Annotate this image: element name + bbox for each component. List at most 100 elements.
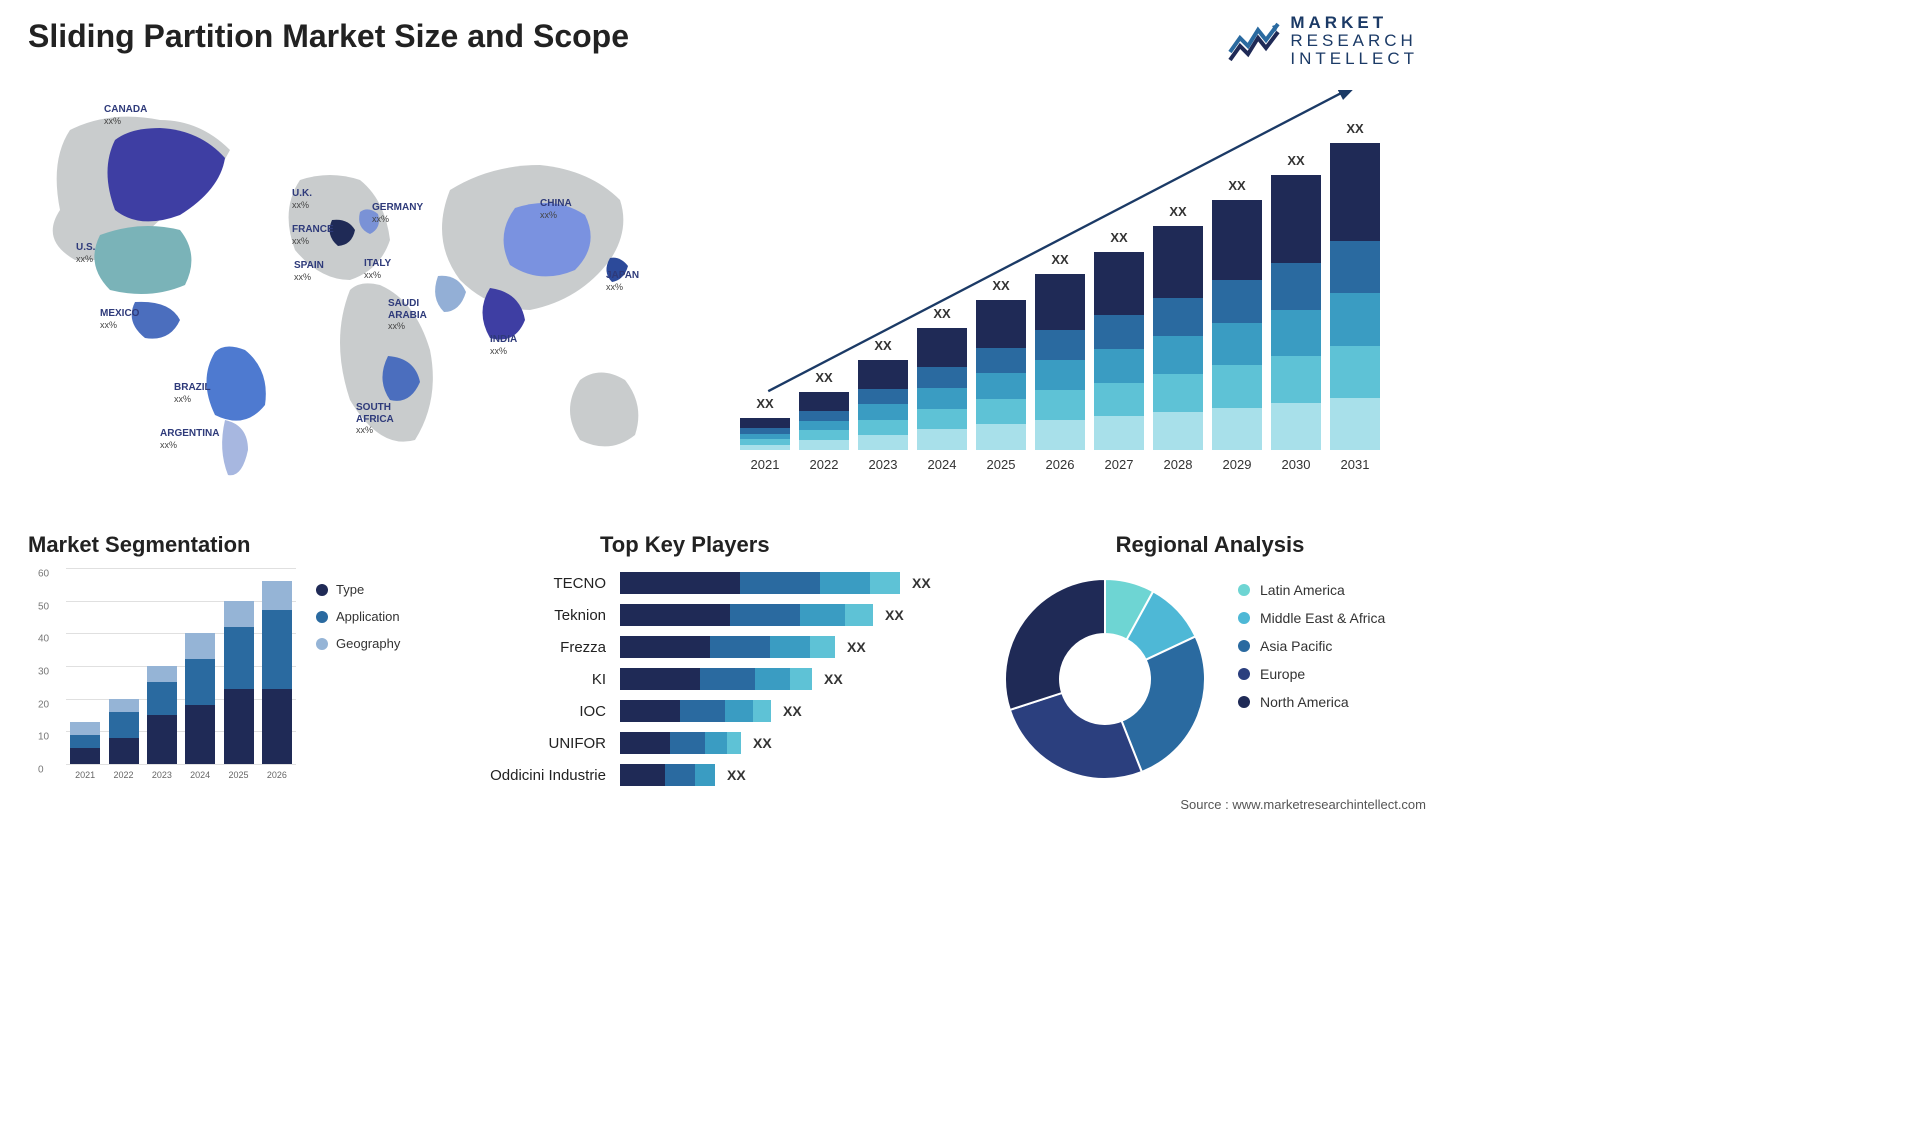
regional-legend-item: North America xyxy=(1238,694,1385,710)
seg-bar-2021 xyxy=(70,722,100,764)
regional-legend: Latin America Middle East & Africa Asia Pa… xyxy=(1238,582,1385,722)
player-name: UNIFOR xyxy=(470,735,620,752)
player-bar xyxy=(620,700,771,722)
player-bar xyxy=(620,572,900,594)
growth-bar-label: XX xyxy=(799,370,849,385)
logo-line2: RESEARCH xyxy=(1290,32,1418,50)
segmentation-title: Market Segmentation xyxy=(28,532,428,558)
seg-xcat: 2023 xyxy=(152,770,172,780)
growth-bar-2025: XX xyxy=(976,300,1026,450)
growth-bar-2021: XX xyxy=(740,418,790,450)
growth-bar-label: XX xyxy=(1212,178,1262,193)
player-name: TECNO xyxy=(470,575,620,592)
growth-bar-label: XX xyxy=(976,278,1026,293)
map-label-spain: SPAINxx% xyxy=(294,260,324,282)
regional-legend-item: Latin America xyxy=(1238,582,1385,598)
growth-xcat: 2030 xyxy=(1282,457,1311,472)
player-value: XX xyxy=(727,767,746,783)
growth-bar-chart: XXXXXXXXXXXXXXXXXXXXXX 20212022202320242… xyxy=(720,90,1380,480)
player-bar xyxy=(620,732,741,754)
growth-bar-2027: XX xyxy=(1094,252,1144,450)
seg-ytick: 0 xyxy=(38,765,44,776)
growth-bar-2022: XX xyxy=(799,392,849,450)
world-map: CANADAxx%U.S.xx%MEXICOxx%BRAZILxx%ARGENT… xyxy=(20,80,670,480)
seg-ytick: 20 xyxy=(38,699,49,710)
map-svg xyxy=(20,80,670,480)
seg-xcat: 2022 xyxy=(113,770,133,780)
logo-line3: INTELLECT xyxy=(1290,50,1418,68)
seg-xcat: 2024 xyxy=(190,770,210,780)
map-label-germany: GERMANYxx% xyxy=(372,202,423,224)
growth-bar-label: XX xyxy=(1271,153,1321,168)
player-bar xyxy=(620,764,715,786)
seg-ytick: 50 xyxy=(38,601,49,612)
player-row: UNIFOR XX xyxy=(470,728,960,758)
player-name: Oddicini Industrie xyxy=(470,767,620,784)
regional-title: Regional Analysis xyxy=(990,532,1430,558)
growth-xcat: 2028 xyxy=(1164,457,1193,472)
growth-bar-2028: XX xyxy=(1153,226,1203,450)
seg-bar-2024 xyxy=(185,633,215,764)
seg-ytick: 30 xyxy=(38,667,49,678)
growth-xcat: 2023 xyxy=(869,457,898,472)
map-label-southafrica: SOUTHAFRICAxx% xyxy=(356,402,394,435)
map-label-saudiarabia: SAUDIARABIAxx% xyxy=(388,298,427,331)
logo-icon xyxy=(1228,20,1280,62)
segmentation-legend: TypeApplicationGeography xyxy=(316,582,400,663)
player-value: XX xyxy=(783,703,802,719)
growth-bar-label: XX xyxy=(1153,204,1203,219)
seg-ytick: 60 xyxy=(38,569,49,580)
map-label-argentina: ARGENTINAxx% xyxy=(160,428,219,450)
seg-bar-2025 xyxy=(224,601,254,764)
source-label: Source : www.marketresearchintellect.com xyxy=(1180,797,1426,812)
growth-bar-label: XX xyxy=(1330,121,1380,136)
player-value: XX xyxy=(912,575,931,591)
map-label-japan: JAPANxx% xyxy=(606,270,639,292)
growth-bar-label: XX xyxy=(1094,230,1144,245)
player-value: XX xyxy=(753,735,772,751)
player-value: XX xyxy=(847,639,866,655)
growth-bar-label: XX xyxy=(1035,252,1085,267)
donut-slice xyxy=(1010,693,1142,779)
regional-legend-item: Asia Pacific xyxy=(1238,638,1385,654)
growth-bar-2026: XX xyxy=(1035,274,1085,450)
growth-xcat: 2027 xyxy=(1105,457,1134,472)
seg-xcat: 2021 xyxy=(75,770,95,780)
player-name: KI xyxy=(470,671,620,688)
player-row: KIXX xyxy=(470,664,960,694)
player-name: IOC xyxy=(470,703,620,720)
growth-xcat: 2026 xyxy=(1046,457,1075,472)
growth-xcat: 2029 xyxy=(1223,457,1252,472)
seg-legend-item: Application xyxy=(316,609,400,624)
player-row: Oddicini Industrie XX xyxy=(470,760,960,790)
page-title: Sliding Partition Market Size and Scope xyxy=(28,18,629,55)
growth-xcat: 2024 xyxy=(928,457,957,472)
map-label-france: FRANCExx% xyxy=(292,224,334,246)
growth-bar-2023: XX xyxy=(858,360,908,450)
seg-legend-item: Type xyxy=(316,582,400,597)
map-label-italy: ITALYxx% xyxy=(364,258,391,280)
map-label-uk: U.K.xx% xyxy=(292,188,312,210)
regional-legend-item: Europe xyxy=(1238,666,1385,682)
growth-xcat: 2025 xyxy=(987,457,1016,472)
growth-bar-2024: XX xyxy=(917,328,967,450)
growth-bar-label: XX xyxy=(917,306,967,321)
regional-legend-item: Middle East & Africa xyxy=(1238,610,1385,626)
company-logo: MARKET RESEARCH INTELLECT xyxy=(1228,14,1418,68)
regional-donut xyxy=(1000,574,1210,784)
seg-xcat: 2026 xyxy=(267,770,287,780)
map-label-us: U.S.xx% xyxy=(76,242,95,264)
top-key-players: Top Key Players TECNOXXTeknionXXFrezzaXX… xyxy=(470,532,960,792)
player-bar xyxy=(620,604,873,626)
player-name: Frezza xyxy=(470,639,620,656)
seg-ytick: 10 xyxy=(38,732,49,743)
seg-ytick: 40 xyxy=(38,634,49,645)
growth-bar-label: XX xyxy=(858,338,908,353)
player-row: IOC XX xyxy=(470,696,960,726)
player-row: Frezza XX xyxy=(470,632,960,662)
seg-bar-2023 xyxy=(147,666,177,764)
player-row: TECNO XX xyxy=(470,568,960,598)
seg-xcat: 2025 xyxy=(228,770,248,780)
player-name: Teknion xyxy=(470,607,620,624)
growth-xcat: 2022 xyxy=(810,457,839,472)
